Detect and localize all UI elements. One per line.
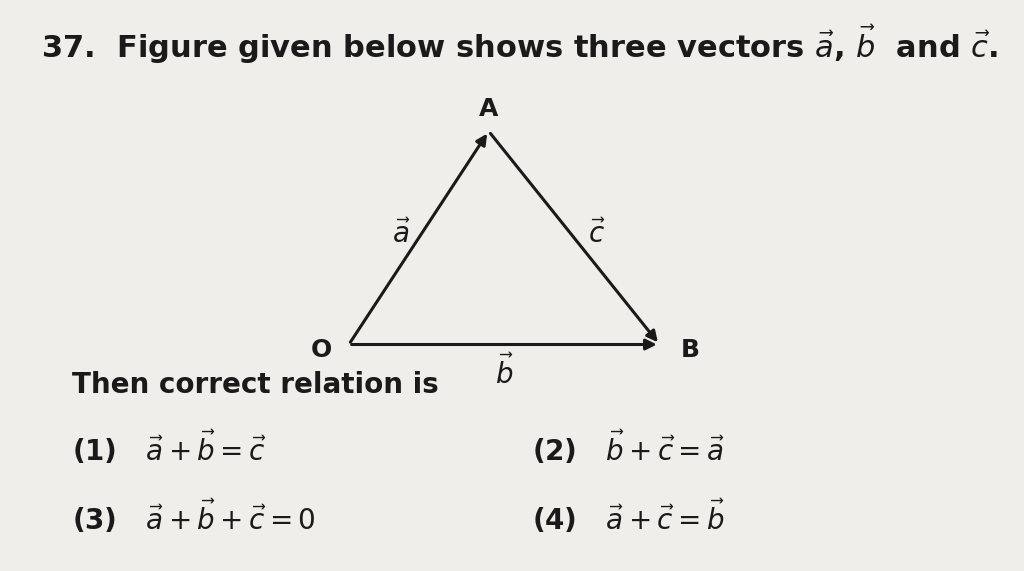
Text: (4)   $\vec{a}+\vec{c}=\vec{b}$: (4) $\vec{a}+\vec{c}=\vec{b}$ bbox=[532, 498, 725, 536]
Text: $\vec{b}$: $\vec{b}$ bbox=[495, 355, 514, 389]
Text: Then correct relation is: Then correct relation is bbox=[72, 371, 438, 400]
Text: 37.  Figure given below shows three vectors $\vec{a}$, $\vec{b}$  and $\vec{c}$.: 37. Figure given below shows three vecto… bbox=[41, 23, 998, 66]
Text: O: O bbox=[310, 337, 332, 361]
Text: $\vec{a}$: $\vec{a}$ bbox=[392, 220, 411, 248]
Text: (3)   $\vec{a}+\vec{b}+\vec{c}=0$: (3) $\vec{a}+\vec{b}+\vec{c}=0$ bbox=[72, 498, 315, 536]
Text: A: A bbox=[479, 96, 499, 120]
Text: (1)   $\vec{a}+\vec{b}=\vec{c}$: (1) $\vec{a}+\vec{b}=\vec{c}$ bbox=[72, 429, 266, 467]
Text: (2)   $\vec{b}+\vec{c}=\vec{a}$: (2) $\vec{b}+\vec{c}=\vec{a}$ bbox=[532, 429, 726, 467]
Text: B: B bbox=[681, 337, 700, 361]
Text: $\vec{c}$: $\vec{c}$ bbox=[589, 220, 606, 248]
